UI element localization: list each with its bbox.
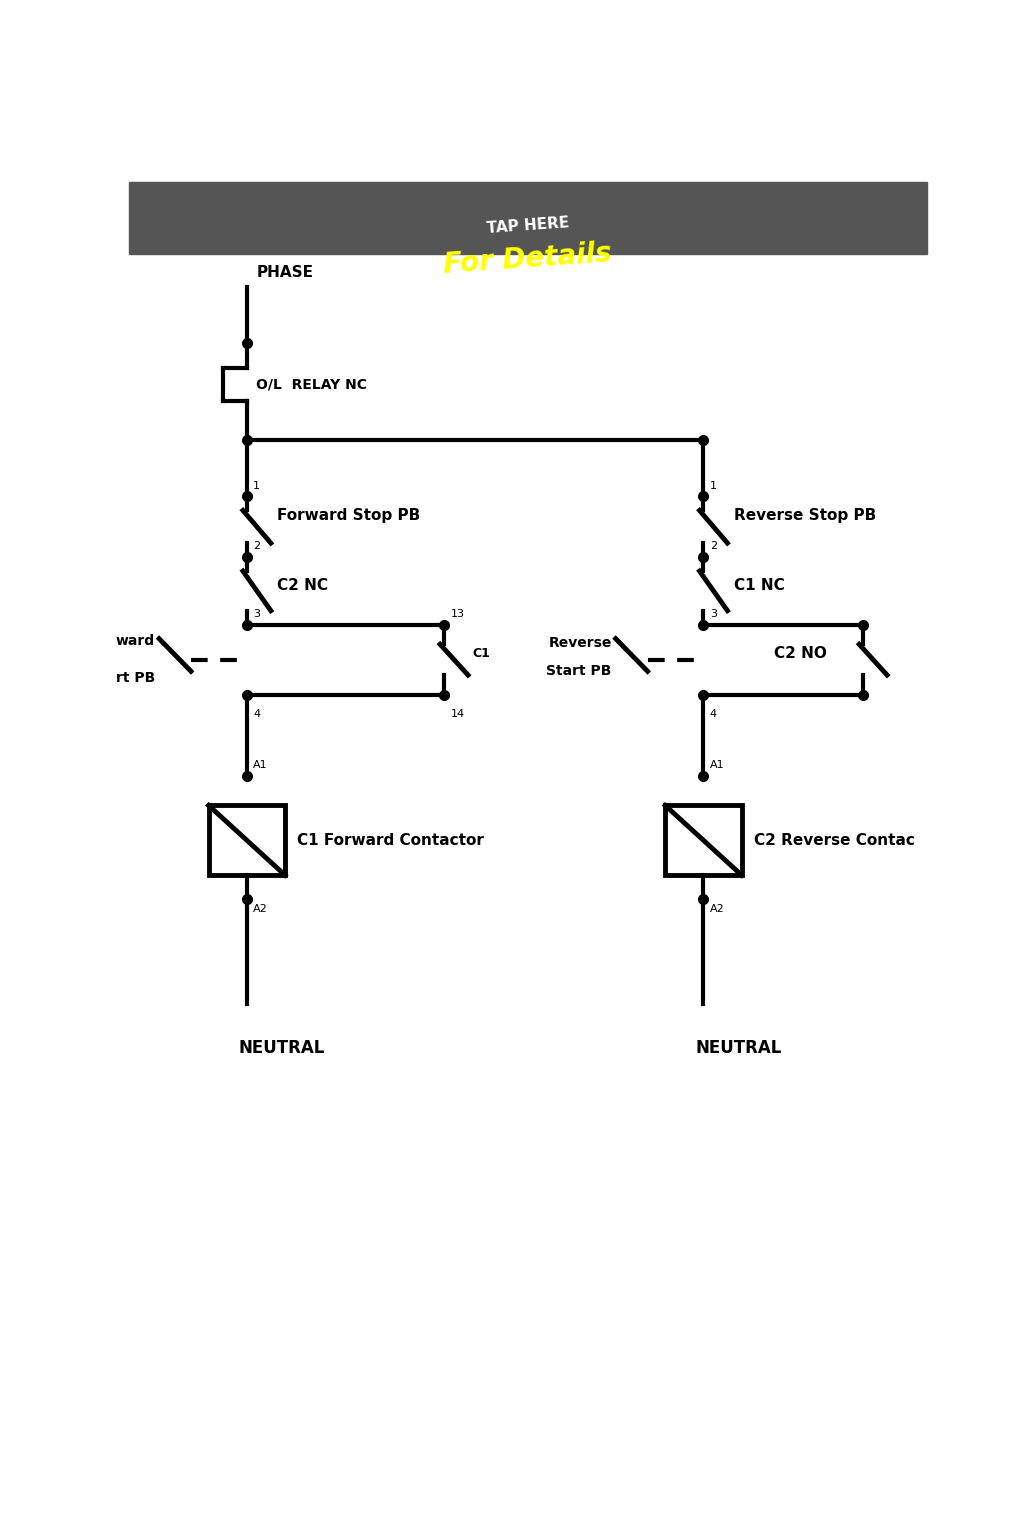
Text: A1: A1 <box>710 760 724 771</box>
Text: A1: A1 <box>253 760 268 771</box>
Bar <box>665 805 742 875</box>
Text: C2 NC: C2 NC <box>277 577 329 592</box>
Text: 1: 1 <box>710 480 717 491</box>
Text: Start PB: Start PB <box>546 665 612 678</box>
Text: 4: 4 <box>253 709 261 719</box>
Text: 13: 13 <box>450 609 465 619</box>
Text: C1 Forward Contactor: C1 Forward Contactor <box>298 833 484 848</box>
Text: C2 Reverse Contac: C2 Reverse Contac <box>754 833 915 848</box>
Text: Forward Stop PB: Forward Stop PB <box>277 507 420 522</box>
Text: NEUTRAL: NEUTRAL <box>695 1039 782 1057</box>
Text: A2: A2 <box>253 904 268 914</box>
Text: TAP HERE: TAP HERE <box>486 215 570 236</box>
Bar <box>208 805 285 875</box>
Text: Reverse: Reverse <box>548 636 612 651</box>
Text: C2 NO: C2 NO <box>775 646 827 662</box>
Text: 4: 4 <box>710 709 717 719</box>
Text: 3: 3 <box>253 609 261 619</box>
Text: NEUTRAL: NEUTRAL <box>239 1039 325 1057</box>
Text: Reverse Stop PB: Reverse Stop PB <box>733 507 877 522</box>
Text: 1: 1 <box>253 480 261 491</box>
Text: 2: 2 <box>253 540 261 551</box>
Text: C1: C1 <box>472 648 490 660</box>
Text: For Details: For Details <box>443 239 613 279</box>
Text: 2: 2 <box>710 540 717 551</box>
Text: ward: ward <box>116 634 156 648</box>
Text: A2: A2 <box>710 904 725 914</box>
Text: PHASE: PHASE <box>256 265 313 280</box>
Bar <box>129 182 927 254</box>
Text: 3: 3 <box>710 609 717 619</box>
Text: rt PB: rt PB <box>115 671 156 686</box>
Text: O/L  RELAY NC: O/L RELAY NC <box>256 377 368 392</box>
Text: C1 NC: C1 NC <box>733 577 785 592</box>
Text: 14: 14 <box>450 709 465 719</box>
